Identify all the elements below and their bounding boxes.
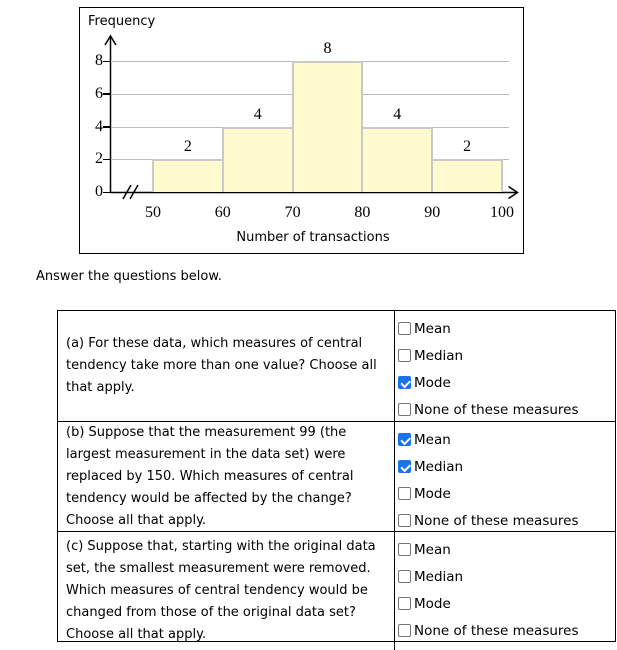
histogram-bar bbox=[221, 126, 294, 192]
x-tick-label: 60 bbox=[214, 204, 231, 221]
x-tick-label: 100 bbox=[490, 204, 514, 221]
histogram-bar bbox=[152, 159, 224, 192]
option-none-of-these-measures[interactable]: None of these measures bbox=[398, 617, 611, 644]
histogram-panel: Frequency 0 2 4 6 8 2 4 8 4 2 50 60 70 80 90 100 Number… bbox=[79, 7, 524, 254]
axis-break-icon bbox=[122, 184, 139, 200]
question-b-text: (b) Suppose that the measurement 99 (the… bbox=[58, 421, 395, 531]
y-tick bbox=[103, 191, 111, 193]
y-tick bbox=[103, 60, 111, 63]
option-label: None of these measures bbox=[414, 512, 579, 529]
y-tick-label: 6 bbox=[95, 84, 103, 102]
bar-value-label: 8 bbox=[323, 40, 332, 58]
option-mean[interactable]: Mean bbox=[398, 426, 611, 453]
y-tick-label: 0 bbox=[95, 183, 103, 200]
option-median[interactable]: Median bbox=[398, 453, 611, 480]
option-label: Median bbox=[414, 568, 464, 585]
unchecked-checkbox-icon[interactable] bbox=[398, 543, 411, 556]
option-mean[interactable]: Mean bbox=[398, 315, 611, 342]
unchecked-checkbox-icon[interactable] bbox=[398, 487, 411, 500]
y-tick-label: 8 bbox=[95, 52, 103, 70]
x-tick-label: 90 bbox=[424, 204, 441, 221]
instruction-text: Answer the questions below. bbox=[36, 269, 222, 284]
unchecked-checkbox-icon[interactable] bbox=[398, 570, 411, 583]
option-none-of-these-measures[interactable]: None of these measures bbox=[398, 507, 611, 534]
option-mode[interactable]: Mode bbox=[398, 590, 611, 617]
option-label: Median bbox=[414, 458, 464, 475]
y-tick bbox=[103, 93, 111, 95]
y-tick-label: 4 bbox=[95, 117, 103, 135]
x-axis-title: Number of transactions bbox=[236, 230, 390, 245]
y-tick bbox=[103, 158, 111, 161]
option-label: Mean bbox=[414, 320, 451, 337]
checked-checkbox-icon[interactable] bbox=[398, 433, 411, 446]
y-axis-arrow-icon bbox=[104, 34, 117, 46]
unchecked-checkbox-icon[interactable] bbox=[398, 403, 411, 416]
option-label: None of these measures bbox=[414, 622, 579, 639]
question-a-text: (a) For these data, which measures of ce… bbox=[58, 311, 395, 421]
option-mode[interactable]: Mode bbox=[398, 369, 611, 396]
bar-value-label: 4 bbox=[253, 105, 262, 123]
question-c-text: (c) Suppose that, starting with the orig… bbox=[58, 531, 395, 650]
histogram-bar bbox=[431, 159, 503, 192]
option-median[interactable]: Median bbox=[398, 563, 611, 590]
option-none-of-these-measures[interactable]: None of these measures bbox=[398, 396, 611, 423]
option-label: Mode bbox=[414, 374, 451, 391]
option-label: Mean bbox=[414, 431, 451, 448]
x-tick-label: 80 bbox=[354, 204, 371, 221]
axes bbox=[104, 34, 519, 200]
option-label: Mean bbox=[414, 541, 451, 558]
unchecked-checkbox-icon[interactable] bbox=[398, 349, 411, 362]
y-tick bbox=[103, 126, 111, 128]
x-tick-label: 70 bbox=[284, 204, 301, 221]
unchecked-checkbox-icon[interactable] bbox=[398, 597, 411, 610]
unchecked-checkbox-icon[interactable] bbox=[398, 514, 411, 527]
unchecked-checkbox-icon[interactable] bbox=[398, 624, 411, 637]
option-label: Median bbox=[414, 347, 464, 364]
bar-value-label: 2 bbox=[183, 138, 192, 156]
question-a-options: Mean Median Mode None of these measures bbox=[395, 311, 615, 421]
option-mean[interactable]: Mean bbox=[398, 536, 611, 563]
x-tick-label: 50 bbox=[145, 204, 161, 221]
question-table: (a) For these data, which measures of ce… bbox=[57, 310, 616, 650]
bar-value-label: 2 bbox=[463, 138, 472, 156]
bar-value-label: 4 bbox=[393, 105, 402, 123]
histogram-bar bbox=[361, 126, 434, 192]
option-label: Mode bbox=[414, 595, 451, 612]
option-mode[interactable]: Mode bbox=[398, 480, 611, 507]
checked-checkbox-icon[interactable] bbox=[398, 460, 411, 473]
question-b-options: Mean Median Mode None of these measures bbox=[395, 421, 615, 531]
unchecked-checkbox-icon[interactable] bbox=[398, 322, 411, 335]
histogram-bar bbox=[291, 61, 364, 192]
option-label: None of these measures bbox=[414, 401, 579, 418]
option-median[interactable]: Median bbox=[398, 342, 611, 369]
question-c-options: Mean Median Mode None of these measures bbox=[395, 531, 615, 650]
x-axis-arrow-icon bbox=[508, 185, 519, 200]
y-tick-label: 2 bbox=[95, 150, 103, 168]
option-label: Mode bbox=[414, 485, 451, 502]
checked-checkbox-icon[interactable] bbox=[398, 376, 411, 389]
y-axis-title: Frequency bbox=[88, 14, 156, 29]
